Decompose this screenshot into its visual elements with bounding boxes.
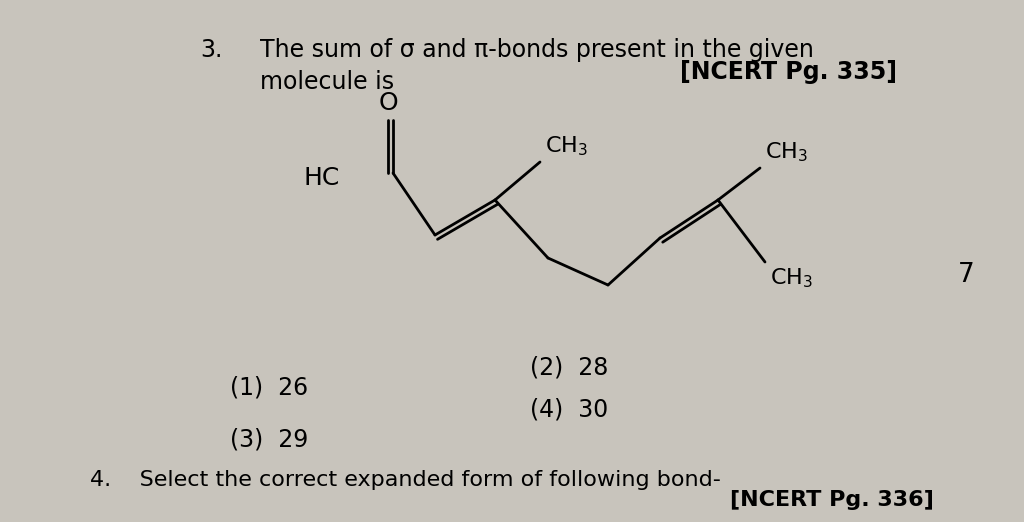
Text: molecule is: molecule is	[260, 70, 394, 94]
Text: The sum of σ and π-bonds present in the given: The sum of σ and π-bonds present in the …	[260, 38, 814, 62]
Text: O: O	[378, 91, 397, 115]
Text: (4)  30: (4) 30	[530, 398, 608, 422]
Text: CH$_3$: CH$_3$	[545, 134, 588, 158]
Text: CH$_3$: CH$_3$	[765, 140, 808, 164]
Text: CH$_3$: CH$_3$	[770, 266, 813, 290]
Text: 4.    Select the correct expanded form of following bond-: 4. Select the correct expanded form of f…	[90, 470, 721, 490]
Text: (1)  26: (1) 26	[230, 375, 308, 399]
Text: 7: 7	[958, 262, 975, 288]
Text: (2)  28: (2) 28	[530, 355, 608, 379]
Text: HC: HC	[304, 166, 340, 190]
Text: [NCERT Pg. 336]: [NCERT Pg. 336]	[730, 490, 934, 510]
Text: [NCERT Pg. 335]: [NCERT Pg. 335]	[680, 60, 897, 84]
Text: 3.: 3.	[200, 38, 222, 62]
Text: (3)  29: (3) 29	[230, 428, 308, 452]
